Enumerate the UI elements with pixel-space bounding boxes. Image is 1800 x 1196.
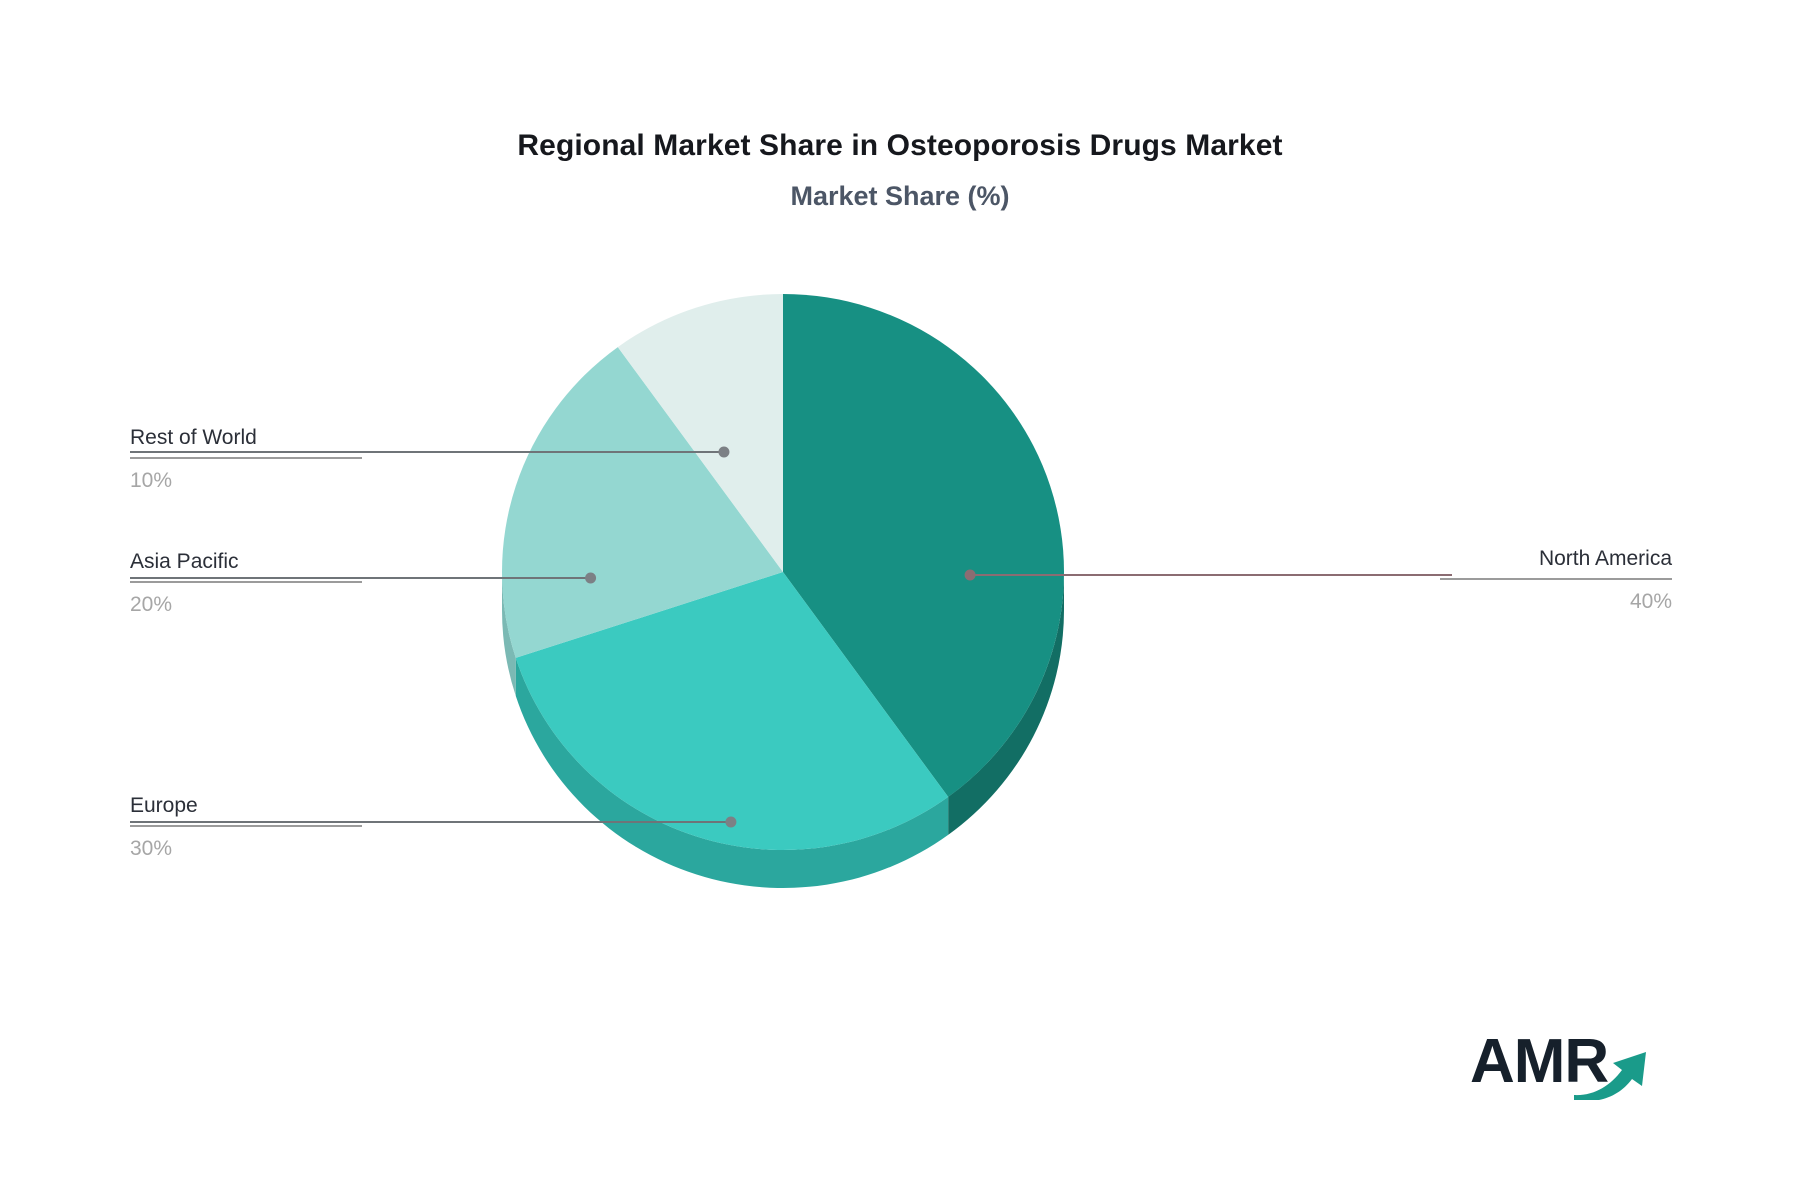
callout-rule	[130, 457, 362, 460]
leader-dot-north-america	[964, 569, 976, 581]
callout-rule	[1440, 578, 1672, 581]
callout-rule	[130, 825, 362, 828]
growth-arrow-icon	[1574, 1052, 1646, 1100]
callout-value: 20%	[130, 593, 173, 617]
callout-value: 30%	[130, 837, 173, 861]
pie-slice-asia-pacific	[501, 347, 783, 658]
pie-slice-rest-of-world	[617, 294, 783, 572]
pie-slices	[501, 294, 1064, 851]
leader-dot-rest-of-world	[718, 446, 730, 458]
chart-header: Regional Market Share in Osteoporosis Dr…	[0, 128, 1800, 212]
amr-logo-text: AMR	[1470, 1027, 1608, 1096]
pie-slice-europe	[515, 572, 949, 851]
leader-dot-asia-pacific	[585, 572, 597, 584]
chart-subtitle: Market Share (%)	[790, 181, 1010, 211]
callout-label: Rest of World	[130, 426, 257, 449]
leader-dot-europe	[725, 816, 737, 828]
pie-slice-side-asia-pacific	[502, 572, 516, 696]
callout-rest-of-world: Rest of World 10%	[130, 425, 362, 495]
leader-lines	[130, 446, 1452, 828]
chart-title: Regional Market Share in Osteoporosis Dr…	[517, 129, 1283, 162]
callout-rule	[130, 581, 362, 584]
callout-label: North America	[1538, 547, 1672, 570]
pie-slice-side-europe	[515, 657, 949, 888]
callout-value: 10%	[130, 469, 173, 493]
pie-slice-side-north-america	[948, 572, 1064, 835]
callout-asia-pacific: Asia Pacific 20%	[130, 549, 362, 619]
amr-logo: AMR	[1470, 1027, 1646, 1100]
callout-north-america: North America 40%	[1440, 546, 1672, 616]
pie-slice-north-america	[783, 294, 1064, 797]
callout-label: Europe	[130, 794, 198, 817]
callout-europe: Europe 30%	[130, 793, 362, 863]
callout-value: 40%	[1629, 590, 1672, 614]
callout-label: Asia Pacific	[130, 550, 239, 573]
pie-3d-side-walls	[502, 572, 1064, 888]
